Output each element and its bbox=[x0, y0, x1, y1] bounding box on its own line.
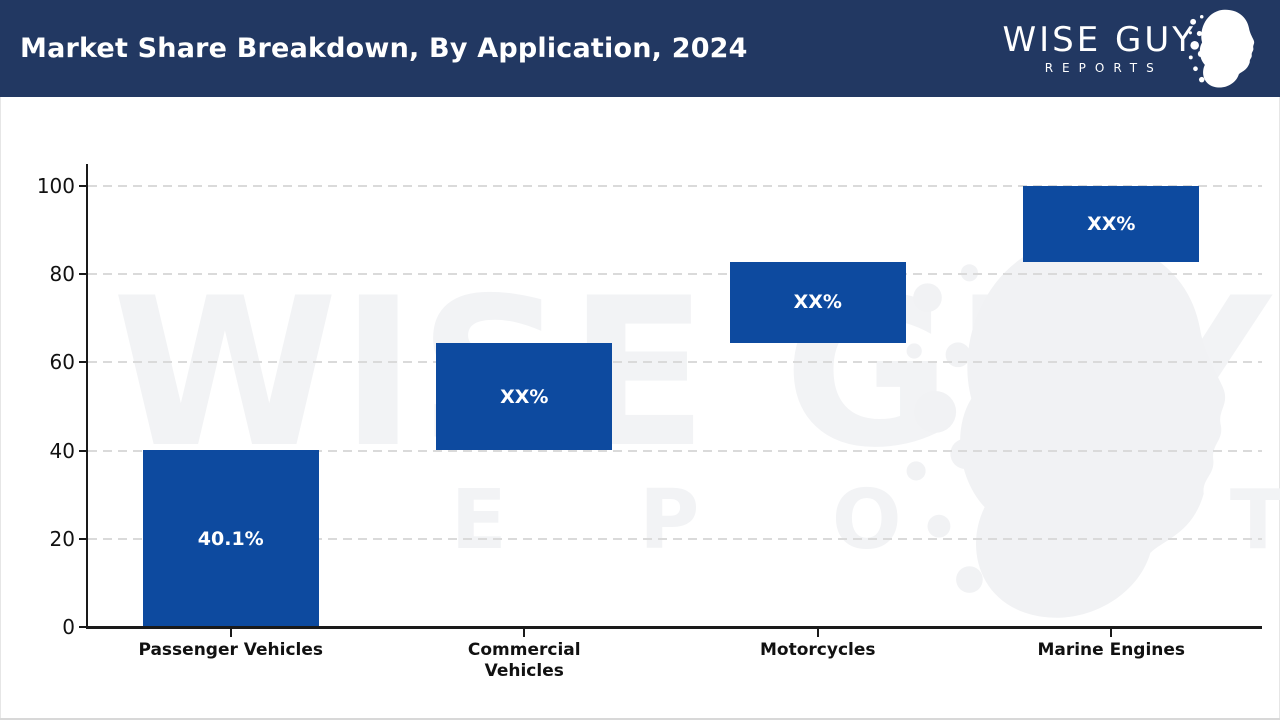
bar-value-label: XX% bbox=[793, 291, 842, 314]
x-tick-mark bbox=[229, 629, 232, 637]
y-tick-mark bbox=[79, 361, 88, 364]
bar-value-label: 40.1% bbox=[197, 527, 264, 550]
y-tick-label: 0 bbox=[62, 615, 75, 639]
y-tick-label: 20 bbox=[49, 526, 75, 551]
y-tick-label: 60 bbox=[49, 350, 75, 375]
bar-value-label: XX% bbox=[1087, 212, 1136, 235]
y-tick-mark bbox=[79, 449, 88, 452]
logo-head-icon bbox=[1182, 7, 1266, 91]
logo-text: WISE GUY REPORTS bbox=[1002, 23, 1196, 75]
y-gridline bbox=[88, 185, 1262, 187]
y-gridline bbox=[88, 361, 1262, 364]
bar-segment: 40.1% bbox=[142, 450, 319, 627]
x-tick-mark bbox=[1110, 629, 1113, 637]
y-tick-mark bbox=[79, 537, 88, 540]
bar-segment: XX% bbox=[436, 342, 613, 451]
y-tick-label: 80 bbox=[49, 262, 75, 287]
x-category-label: Marine Engines bbox=[1037, 640, 1186, 660]
logo-wordmark: WISE GUY bbox=[1002, 19, 1196, 60]
logo-subtext: REPORTS bbox=[1044, 60, 1163, 75]
x-axis bbox=[86, 626, 1262, 629]
chart-title: Market Share Breakdown, By Application, … bbox=[20, 33, 748, 64]
bar-value-label: XX% bbox=[500, 385, 549, 408]
y-gridline bbox=[88, 537, 1262, 540]
x-tick-mark bbox=[816, 629, 819, 637]
bar-segment: XX% bbox=[729, 261, 906, 343]
y-tick-label: 100 bbox=[36, 174, 75, 198]
y-gridline bbox=[88, 273, 1262, 276]
x-tick-mark bbox=[523, 629, 526, 637]
x-category-label: Commercial Vehicles bbox=[467, 640, 581, 682]
x-category-label: Passenger Vehicles bbox=[138, 640, 324, 660]
header: Market Share Breakdown, By Application, … bbox=[0, 0, 1280, 97]
bar-segment: XX% bbox=[1023, 186, 1200, 262]
wiseguy-logo: WISE GUY REPORTS bbox=[1002, 7, 1266, 91]
y-tick-label: 40 bbox=[49, 438, 75, 463]
y-axis bbox=[86, 164, 88, 629]
y-gridline bbox=[88, 449, 1262, 452]
x-category-label: Motorcycles bbox=[760, 640, 876, 660]
y-tick-mark bbox=[79, 185, 88, 187]
y-tick-mark bbox=[79, 626, 88, 628]
y-tick-mark bbox=[79, 273, 88, 276]
watermark-head-icon bbox=[878, 225, 1278, 635]
